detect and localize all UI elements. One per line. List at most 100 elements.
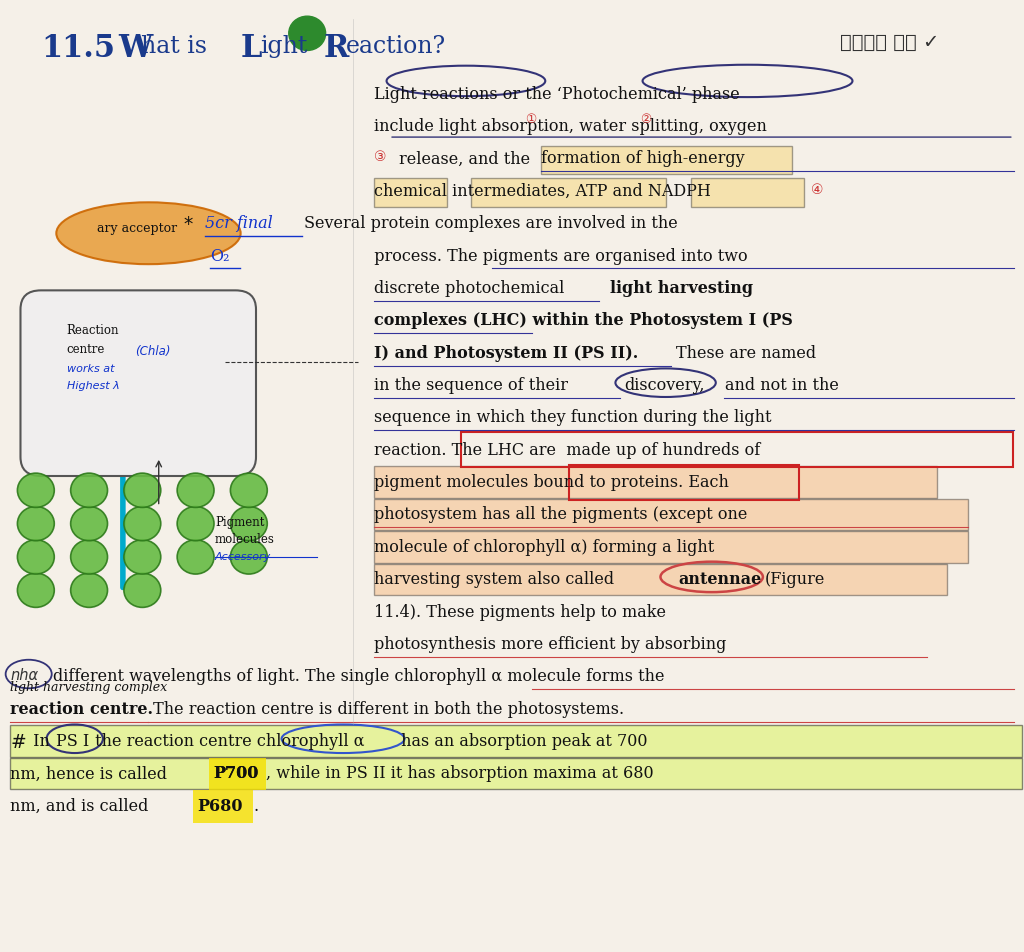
Text: ight: ight [260,35,307,58]
Text: sequence in which they function during the light: sequence in which they function during t… [374,409,771,426]
Text: Reaction: Reaction [67,324,119,337]
Text: complexes (LHC) within the Photosystem I (PS: complexes (LHC) within the Photosystem I… [374,312,793,329]
Text: has an absorption peak at 700: has an absorption peak at 700 [396,733,648,750]
FancyBboxPatch shape [193,790,253,823]
Circle shape [17,540,54,574]
Text: reaction. The LHC are  made up of hundreds of: reaction. The LHC are made up of hundred… [374,442,760,459]
Text: ①: ① [525,113,537,127]
Text: (Figure: (Figure [765,571,825,588]
Circle shape [71,573,108,607]
Text: nhα: nhα [10,668,38,684]
FancyBboxPatch shape [209,758,266,790]
FancyBboxPatch shape [374,531,968,563]
Text: include light absorption, water splitting, oxygen: include light absorption, water splittin… [374,118,767,135]
Circle shape [177,506,214,541]
Text: chemical intermediates, ATP and NADPH: chemical intermediates, ATP and NADPH [374,183,711,200]
Text: R: R [324,33,349,65]
Text: 5cr final: 5cr final [205,215,272,232]
Text: W: W [118,33,152,65]
Circle shape [124,473,161,507]
Text: process. The pigments are organised into two: process. The pigments are organised into… [364,248,748,265]
Text: light harvesting: light harvesting [610,280,754,297]
Text: nm, hence is called: nm, hence is called [10,765,172,783]
FancyBboxPatch shape [541,146,792,174]
Text: P680: P680 [198,798,243,815]
Text: eaction?: eaction? [346,35,446,58]
Circle shape [124,506,161,541]
Text: P700: P700 [213,765,258,783]
Text: 11.4). These pigments help to make: 11.4). These pigments help to make [374,604,666,621]
Circle shape [289,16,326,50]
Text: works at: works at [67,364,114,374]
Text: (Chla): (Chla) [135,345,171,358]
FancyBboxPatch shape [374,499,968,530]
Text: formation of high-energy: formation of high-energy [541,150,744,168]
Text: discrete photochemical: discrete photochemical [374,280,574,297]
Text: photosynthesis more efficient by absorbing: photosynthesis more efficient by absorbi… [374,636,726,653]
Text: .: . [254,798,259,815]
FancyBboxPatch shape [691,178,804,207]
FancyBboxPatch shape [374,564,947,595]
Text: Accessory: Accessory [215,552,271,563]
Text: harvesting system also called: harvesting system also called [374,571,620,588]
Text: pigment molecules bound to proteins. Each: pigment molecules bound to proteins. Eac… [374,474,729,491]
Circle shape [230,540,267,574]
Circle shape [71,473,108,507]
FancyBboxPatch shape [10,758,1022,789]
Text: जाती है ✓: जाती है ✓ [840,33,939,52]
Text: photosystem has all the pigments (except one: photosystem has all the pigments (except… [374,506,748,524]
Circle shape [71,506,108,541]
Text: Light reactions or the ‘Photochemical’ phase: Light reactions or the ‘Photochemical’ p… [374,86,739,103]
Text: and not in the: and not in the [725,377,839,394]
Text: L: L [241,33,262,65]
Text: antennae: antennae [678,571,761,588]
Text: molecules: molecules [215,533,274,546]
FancyBboxPatch shape [374,178,447,207]
Text: Several protein complexes are involved in the: Several protein complexes are involved i… [304,215,678,232]
Text: P700: P700 [213,765,258,783]
Text: different wavelengths of light. The single chlorophyll α molecule forms the: different wavelengths of light. The sing… [53,668,665,685]
Text: molecule of chlorophyll α) forming a light: molecule of chlorophyll α) forming a lig… [374,539,714,556]
FancyBboxPatch shape [374,466,937,498]
Text: ④: ④ [811,183,823,197]
Text: Highest λ: Highest λ [67,381,120,391]
Text: O₂: O₂ [210,248,229,265]
Text: light harvesting complex: light harvesting complex [10,681,167,694]
Text: PS I: PS I [56,733,89,750]
Text: release, and the: release, and the [399,150,536,168]
Ellipse shape [56,203,241,265]
Circle shape [124,573,161,607]
FancyBboxPatch shape [10,725,1022,757]
Circle shape [17,573,54,607]
FancyArrowPatch shape [119,294,127,587]
Circle shape [230,473,267,507]
Text: centre: centre [67,343,104,356]
Circle shape [17,506,54,541]
Text: nm, and is called: nm, and is called [10,798,154,815]
Text: discovery,: discovery, [625,377,706,394]
Circle shape [71,540,108,574]
Circle shape [177,473,214,507]
Text: ary acceptor: ary acceptor [97,222,177,235]
Text: #: # [10,733,26,752]
FancyBboxPatch shape [20,290,256,476]
Text: These are named: These are named [676,345,816,362]
Circle shape [124,540,161,574]
Text: reaction centre.: reaction centre. [10,701,154,718]
Text: hat is: hat is [141,35,207,58]
Text: In: In [28,733,54,750]
Text: 11.5: 11.5 [41,33,115,65]
Text: The reaction centre is different in both the photosystems.: The reaction centre is different in both… [148,701,625,718]
Circle shape [17,473,54,507]
Text: *: * [184,215,200,234]
Text: ②: ② [640,113,651,127]
Circle shape [177,540,214,574]
Text: the reaction centre chlorophyll α: the reaction centre chlorophyll α [90,733,365,750]
Text: I) and Photosystem II (PS II).: I) and Photosystem II (PS II). [374,345,638,362]
Text: in the sequence of their: in the sequence of their [374,377,572,394]
Circle shape [230,506,267,541]
FancyBboxPatch shape [471,178,666,207]
Text: Pigment: Pigment [215,516,264,529]
Text: , while in PS II it has absorption maxima at 680: , while in PS II it has absorption maxim… [266,765,654,783]
Text: ③: ③ [374,150,386,165]
